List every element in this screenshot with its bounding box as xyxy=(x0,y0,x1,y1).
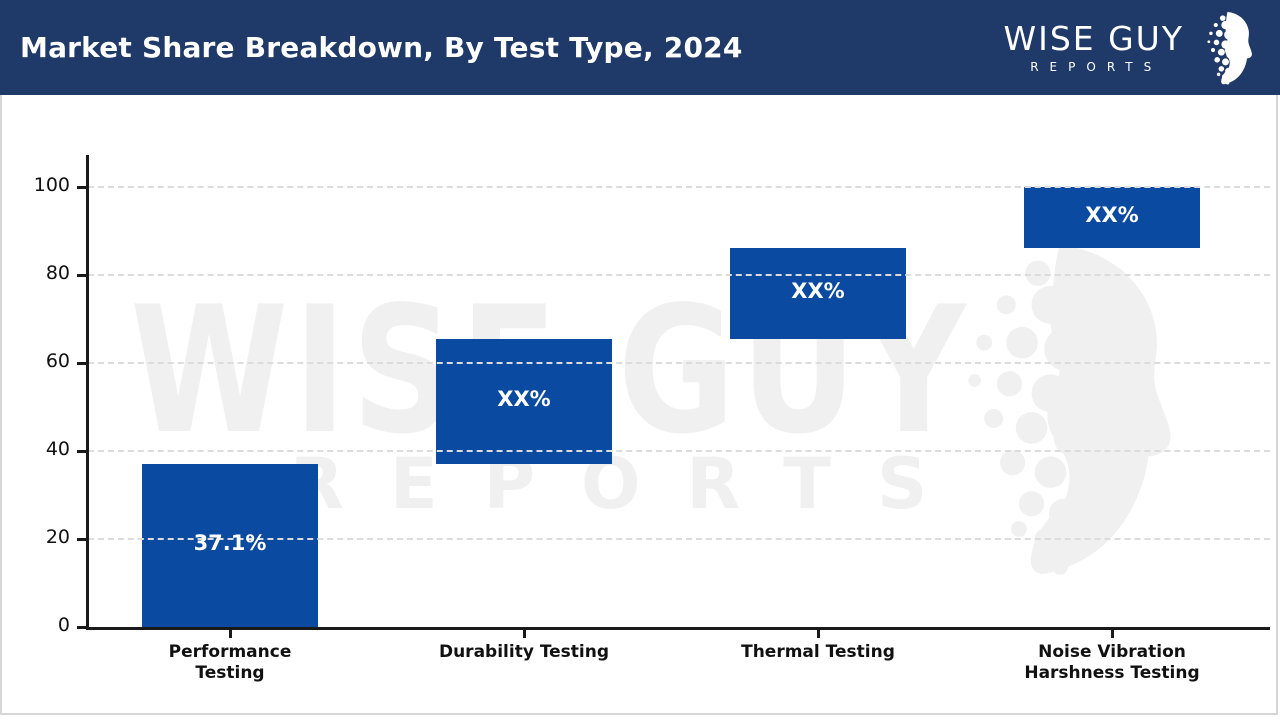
x-axis xyxy=(86,627,1270,630)
y-tick-mark xyxy=(77,626,86,629)
gridline-60 xyxy=(88,362,1270,364)
y-tick-mark xyxy=(77,450,86,453)
y-tick-label: 20 xyxy=(45,526,70,548)
x-category-label-performance-testing: Performance Testing xyxy=(83,642,377,684)
gridline-20 xyxy=(88,538,1270,540)
bar-durability-testing xyxy=(436,338,612,464)
brand-logo-text: WISE GUY REPORTS xyxy=(1003,22,1184,74)
page-title: Market Share Breakdown, By Test Type, 20… xyxy=(20,31,743,64)
gridline-100 xyxy=(88,186,1270,188)
y-tick-mark xyxy=(77,362,86,365)
bar-value-label: XX% xyxy=(497,387,551,412)
x-category-label-durability-testing: Durability Testing xyxy=(377,642,671,663)
bar-value-label: 37.1% xyxy=(193,531,267,556)
x-category-label-line: Noise Vibration xyxy=(1038,642,1186,662)
x-tick-mark xyxy=(523,630,526,638)
brand-logo: WISE GUY REPORTS xyxy=(1003,9,1254,87)
y-tick-label: 60 xyxy=(45,350,70,372)
x-tick-mark xyxy=(817,630,820,638)
x-category-label-line: Thermal Testing xyxy=(741,642,895,662)
x-tick-mark xyxy=(229,630,232,638)
bar-performance-testing xyxy=(142,463,318,627)
bar-noise-vibration-harshness-testing xyxy=(1024,187,1200,248)
wiseguy-head-icon xyxy=(1207,11,1252,84)
bar-thermal-testing xyxy=(730,247,906,339)
x-category-label-line: Durability Testing xyxy=(438,642,610,662)
y-tick-label: 80 xyxy=(45,262,70,284)
x-category-label-thermal-testing: Thermal Testing xyxy=(671,642,965,663)
x-tick-mark xyxy=(1111,630,1114,638)
gridline-40 xyxy=(88,450,1270,452)
logo-wordmark: WISE GUY xyxy=(1003,18,1184,58)
x-category-label-line: Testing xyxy=(195,663,265,683)
header-bar: Market Share Breakdown, By Test Type, 20… xyxy=(0,0,1280,95)
x-category-label-noise-vibration-harshness-testing: Noise Vibration Harshness Testing xyxy=(965,642,1259,684)
bar-value-label: XX% xyxy=(791,279,845,304)
y-tick-mark xyxy=(77,274,86,277)
bar-value-label: XX% xyxy=(1085,203,1139,228)
y-axis xyxy=(86,155,89,630)
x-category-label-line: Harshness Testing xyxy=(1024,663,1200,683)
y-tick-label: 40 xyxy=(45,438,70,460)
x-category-label-line: Performance xyxy=(168,642,292,662)
y-tick-mark xyxy=(77,186,86,189)
y-tick-mark xyxy=(77,538,86,541)
logo-subtext: REPORTS xyxy=(1030,59,1163,74)
gridline-80 xyxy=(88,274,1270,276)
y-tick-label: 100 xyxy=(33,174,70,196)
y-tick-label: 0 xyxy=(57,614,70,636)
